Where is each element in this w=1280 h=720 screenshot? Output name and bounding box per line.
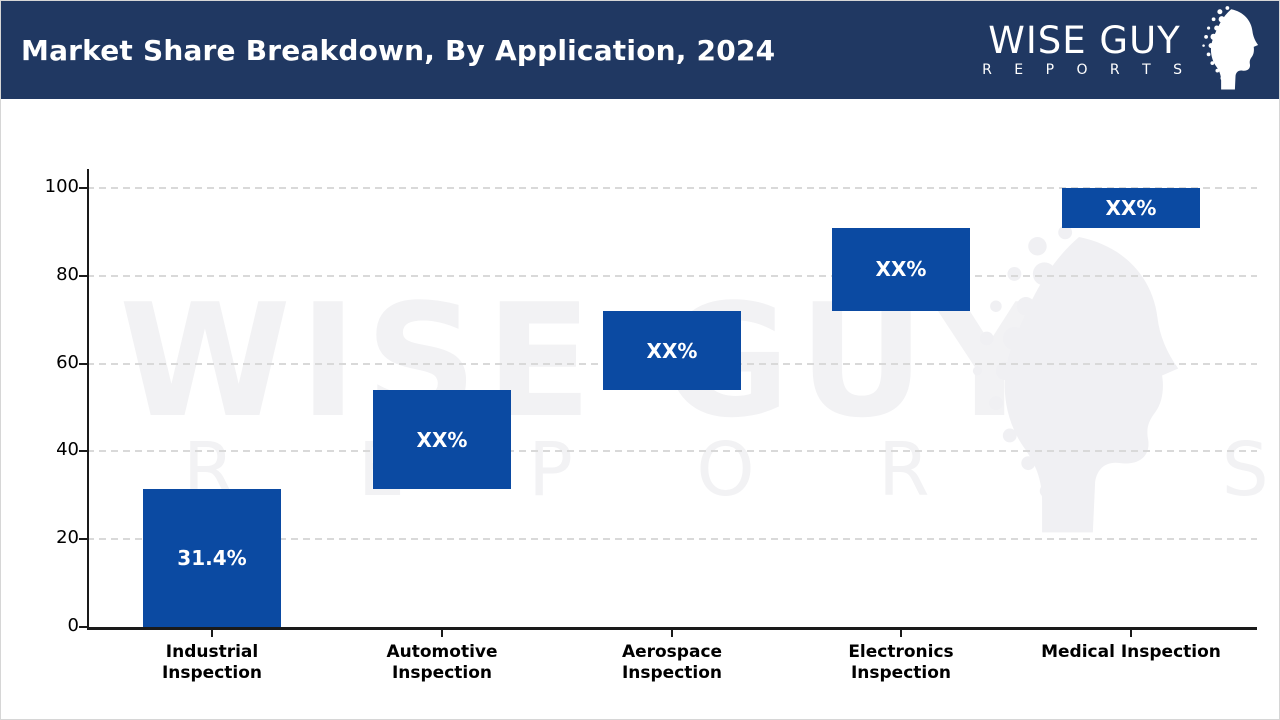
brand-logo-line2: R E P O R T S (982, 62, 1191, 78)
y-tick-label: 40 (56, 439, 79, 461)
bar-industrial-inspection: 31.4% (143, 489, 281, 627)
x-category-label: Medical Inspection (1021, 642, 1241, 663)
y-tick-mark (79, 450, 87, 453)
bar-electronics-inspection: XX% (832, 227, 970, 312)
y-gridline (87, 187, 1257, 189)
x-tick-mark (441, 630, 443, 637)
y-tick-mark (79, 187, 87, 189)
brand-logo: WISE GUY R E P O R T S (978, 3, 1269, 97)
x-category-label-line: Industrial (165, 642, 259, 662)
bar-value-label: XX% (1105, 195, 1157, 220)
brand-logo-text: WISE GUY R E P O R T S (978, 22, 1191, 78)
y-tick-label: 100 (44, 176, 79, 197)
bar-aerospace-inspection: XX% (603, 311, 741, 391)
x-category-label-line: Electronics (848, 642, 954, 662)
x-category-label: Automotive Inspection (332, 642, 552, 684)
x-category-label-line: Automotive (386, 642, 498, 662)
y-axis-spine (87, 169, 89, 630)
x-category-label: Aerospace Inspection (562, 642, 782, 684)
y-tick-mark (79, 274, 87, 277)
y-tick-label: 20 (56, 527, 79, 549)
bar-value-label: 31.4% (177, 546, 247, 571)
x-category-label: Industrial Inspection (102, 642, 322, 684)
x-category-label-line: Inspection (850, 663, 952, 683)
y-gridline (87, 450, 1257, 453)
y-tick-mark (79, 538, 87, 541)
bar-value-label: XX% (416, 427, 468, 452)
watermark-reports-text: R E P O R T S (183, 427, 1280, 513)
bar-value-label: XX% (875, 257, 927, 282)
x-category-label-line: Inspection (391, 663, 493, 683)
header-bar: Market Share Breakdown, By Application, … (1, 1, 1279, 99)
x-tick-mark (900, 630, 902, 637)
x-category-label-line: Inspection (161, 663, 263, 683)
x-category-label: Electronics Inspection (791, 642, 1011, 684)
y-gridline (87, 538, 1257, 541)
x-category-label-line: Inspection (621, 663, 723, 683)
y-tick-label: 0 (67, 615, 79, 636)
y-tick-label: 80 (56, 263, 79, 285)
bar-value-label: XX% (646, 338, 698, 363)
y-tick-label: 60 (56, 351, 79, 373)
page-title: Market Share Breakdown, By Application, … (21, 33, 776, 67)
x-category-label-line: Medical Inspection (1041, 642, 1221, 662)
bar-medical-inspection: XX% (1062, 188, 1200, 228)
y-tick-mark (79, 362, 87, 365)
bar-automotive-inspection: XX% (373, 390, 511, 490)
brand-logo-line1: WISE GUY (988, 19, 1181, 62)
x-category-label-line: Aerospace (621, 642, 723, 662)
y-gridline (87, 274, 1257, 277)
x-tick-mark (671, 630, 673, 637)
x-tick-mark (1130, 630, 1132, 637)
x-tick-mark (211, 630, 213, 637)
x-axis-spine (87, 627, 1257, 630)
y-tick-mark (79, 626, 87, 628)
